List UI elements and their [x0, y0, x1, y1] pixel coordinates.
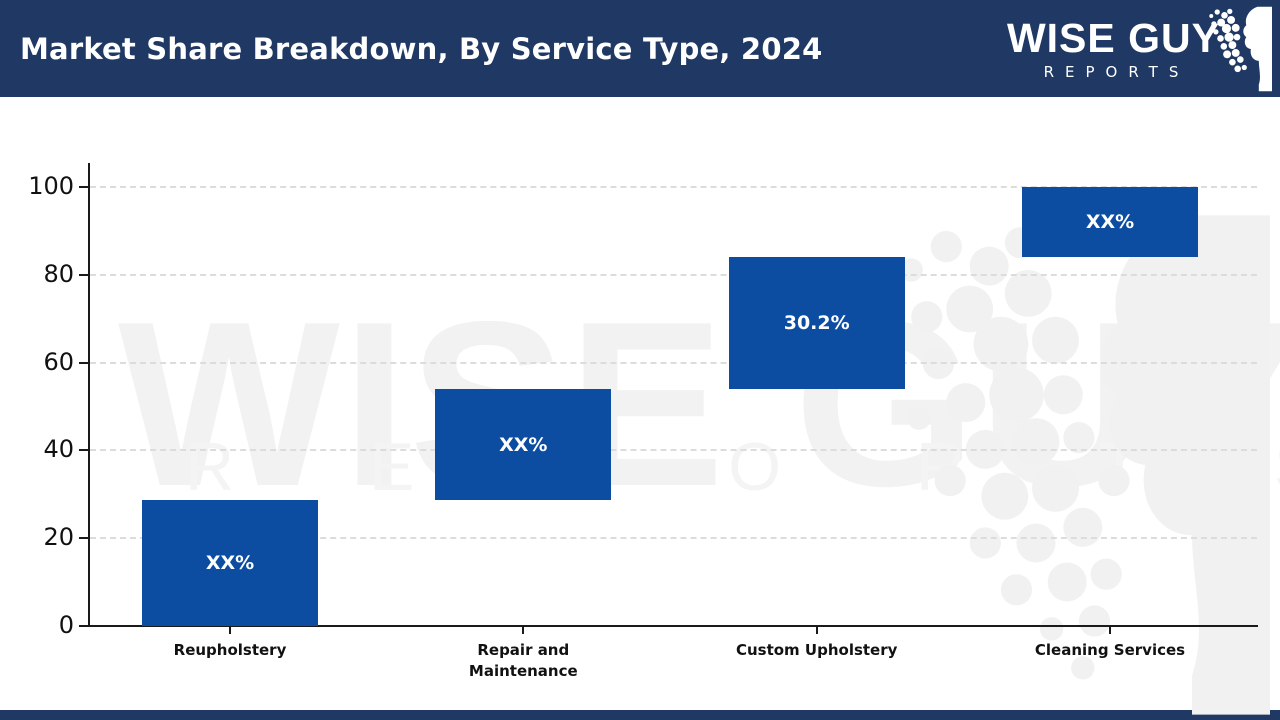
logo-face-icon [1209, 6, 1272, 91]
x-tick-label-2: Custom Upholstery [735, 641, 898, 659]
footer-bar [0, 710, 1280, 720]
x-tick-label-0: Reupholstery [173, 641, 287, 659]
y-tick-label-40: 40 [43, 435, 74, 464]
bar-segment-3: XX% [1022, 187, 1198, 257]
bar-segment-0: XX% [142, 500, 318, 626]
page-title: Market Share Breakdown, By Service Type,… [20, 31, 823, 66]
watermark-reports-text: R E P O R T S [185, 429, 1280, 505]
bar-value-label-2: 30.2% [783, 312, 850, 335]
y-tick-mark-20 [79, 537, 88, 540]
x-axis-line [84, 625, 1258, 627]
logo-wiseguy-text: WISE GUY [1006, 14, 1220, 61]
brand-logo: WISE GUY REPORTS [1007, 6, 1272, 92]
bar-segment-1: XX% [435, 389, 612, 500]
y-tick-label-80: 80 [43, 259, 74, 288]
y-tick-mark-100 [79, 186, 88, 188]
y-tick-mark-60 [79, 361, 88, 364]
y-axis-line [88, 163, 90, 627]
gridline-y60 [90, 361, 1257, 364]
header-bar: Market Share Breakdown, By Service Type,… [0, 0, 1280, 97]
y-tick-mark-40 [79, 449, 88, 452]
y-tick-label-0: 0 [58, 611, 74, 639]
y-tick-label-20: 20 [43, 523, 74, 552]
bar-value-label-3: XX% [1085, 210, 1135, 233]
x-tick-label-1: Repair and Maintenance [468, 641, 578, 680]
x-tick-mark-3 [1109, 627, 1111, 634]
x-tick-mark-2 [815, 627, 818, 634]
x-tick-mark-1 [522, 627, 525, 634]
gridline-y20 [90, 537, 1257, 540]
bar-value-label-1: XX% [499, 433, 548, 456]
gridline-y100 [90, 186, 1257, 188]
logo-reports-text: REPORTS [1043, 62, 1190, 81]
x-tick-mark-0 [229, 627, 231, 634]
gridline-y40 [90, 449, 1257, 452]
y-tick-label-100: 100 [28, 172, 74, 200]
y-tick-mark-80 [79, 273, 88, 276]
x-tick-label-3: Cleaning Services [1034, 641, 1186, 659]
bar-segment-2: 30.2% [728, 256, 905, 390]
y-tick-mark-0 [79, 625, 88, 627]
watermark-face-dots [899, 215, 1270, 715]
y-tick-label-60: 60 [43, 347, 74, 376]
watermark-wiseguy-text: WISE GUY [118, 272, 1280, 535]
gridline-y80 [90, 273, 1257, 276]
bar-value-label-0: XX% [205, 551, 255, 574]
